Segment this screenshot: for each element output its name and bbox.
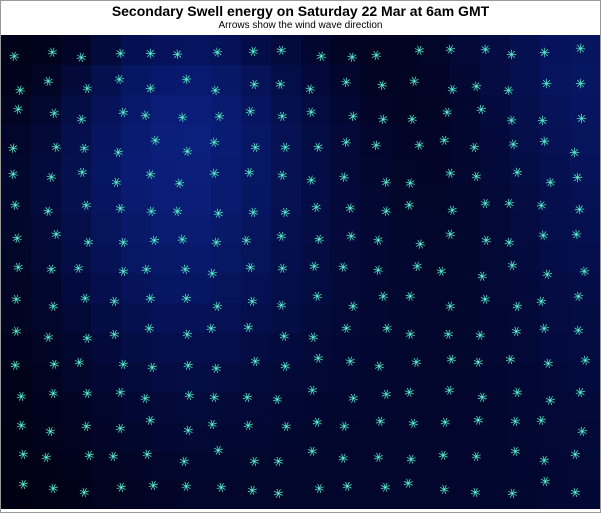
wind-arrow-icon: ✳ xyxy=(378,203,394,219)
wind-arrow-icon: ✳ xyxy=(401,175,418,192)
wind-arrow-icon: ✳ xyxy=(411,236,428,253)
chart-title: Secondary Swell energy on Saturday 22 Ma… xyxy=(1,3,600,19)
map-bg-cell xyxy=(301,303,332,334)
chart-container: Secondary Swell energy on Saturday 22 Ma… xyxy=(0,0,601,513)
map-bg-cell xyxy=(480,362,511,393)
wind-arrow-icon: ✳ xyxy=(378,175,394,191)
map-bg-cell xyxy=(480,154,511,185)
map-bg-cell xyxy=(480,124,511,155)
wind-arrow-icon: ✳ xyxy=(368,137,384,153)
wind-arrow-icon: ✳ xyxy=(338,135,354,151)
chart-header: Secondary Swell energy on Saturday 22 Ma… xyxy=(1,1,600,35)
wind-arrow-icon: ✳ xyxy=(337,75,353,91)
map-bg-cell xyxy=(480,422,511,453)
wind-arrow-icon: ✳ xyxy=(11,82,28,99)
map-area: ✳✳✳✳✳✳✳✳✳✳✳✳✳✳✳✳✳✳✳✳✳✳✳✳✳✳✳✳✳✳✳✳✳✳✳✳✳✳✳✳… xyxy=(1,35,600,509)
wind-arrow-icon: ✳ xyxy=(367,47,384,64)
map-bg-cell xyxy=(151,422,182,453)
wind-arrow-icon: ✳ xyxy=(4,166,21,183)
chart-subtitle: Arrows show the wind wave direction xyxy=(1,20,600,31)
wind-arrow-icon: ✳ xyxy=(5,141,21,157)
wind-arrow-icon: ✳ xyxy=(410,137,427,154)
wind-arrow-icon: ✳ xyxy=(375,112,391,128)
wind-arrow-icon: ✳ xyxy=(9,102,25,118)
wind-arrow-icon: ✳ xyxy=(341,201,358,218)
map-bg-cell xyxy=(181,35,212,66)
wind-arrow-icon: ✳ xyxy=(345,109,361,125)
